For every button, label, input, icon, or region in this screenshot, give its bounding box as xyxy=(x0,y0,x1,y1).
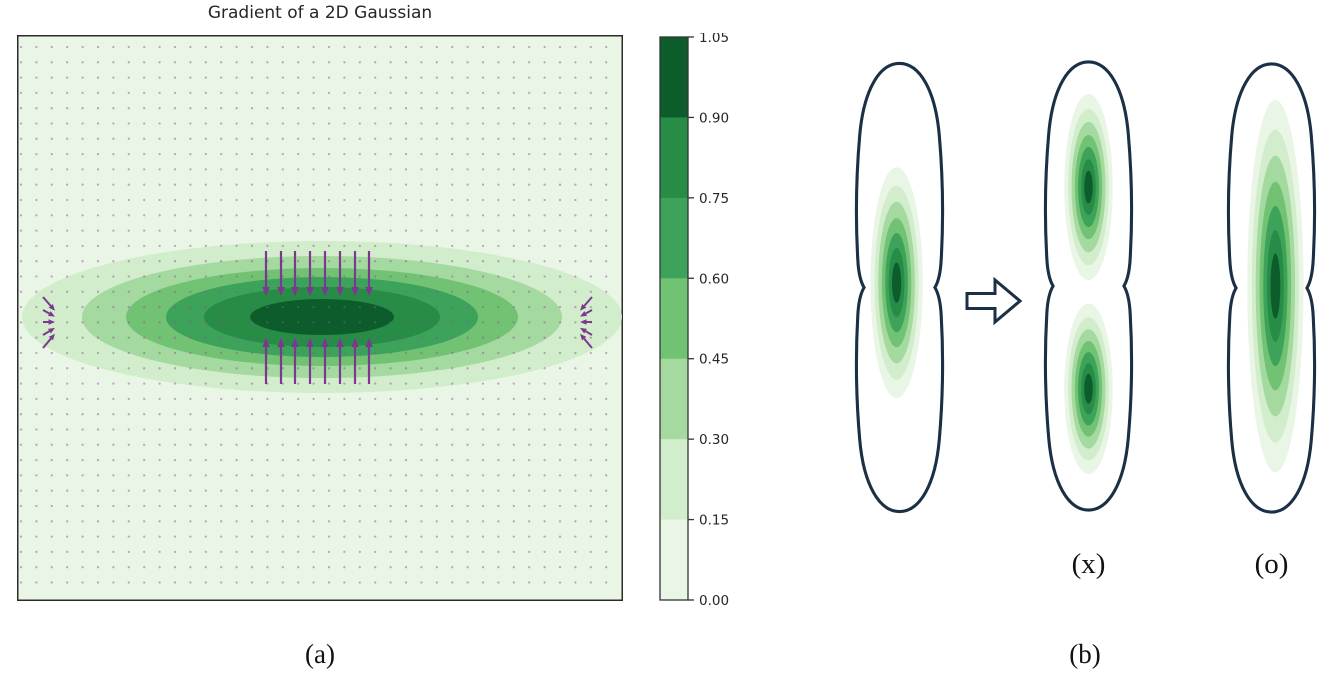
colorbar-tick-label: 1.05 xyxy=(699,33,729,46)
chromosome-original xyxy=(854,61,945,514)
contour-plot xyxy=(17,35,623,601)
label-x: (x) xyxy=(1071,548,1106,580)
right-block-arrow-icon xyxy=(965,276,1023,326)
panel-b-caption: (b) xyxy=(1069,639,1101,669)
chromosome-o xyxy=(1226,62,1317,514)
colorbar-tick-label: 0.75 xyxy=(699,191,729,207)
colorbar-tick-label: 0.60 xyxy=(699,271,729,287)
colorbar: 1.05 0.90 0.75 0.60 0.45 0.30 0.15 0.00 xyxy=(659,33,729,609)
panel-a-caption: (a) xyxy=(305,639,335,669)
colorbar-tick-label: 0.45 xyxy=(699,352,729,368)
plot-title: Gradient of a 2D Gaussian xyxy=(207,3,433,23)
colorbar-tick-label: 0.15 xyxy=(699,513,729,529)
colorbar-tick-label: 0.30 xyxy=(699,432,729,448)
label-o: (o) xyxy=(1254,548,1289,580)
colorbar-tick-label: 0.00 xyxy=(699,593,729,609)
chromosome-x xyxy=(1043,60,1134,512)
colorbar-tick-label: 0.90 xyxy=(699,110,729,126)
